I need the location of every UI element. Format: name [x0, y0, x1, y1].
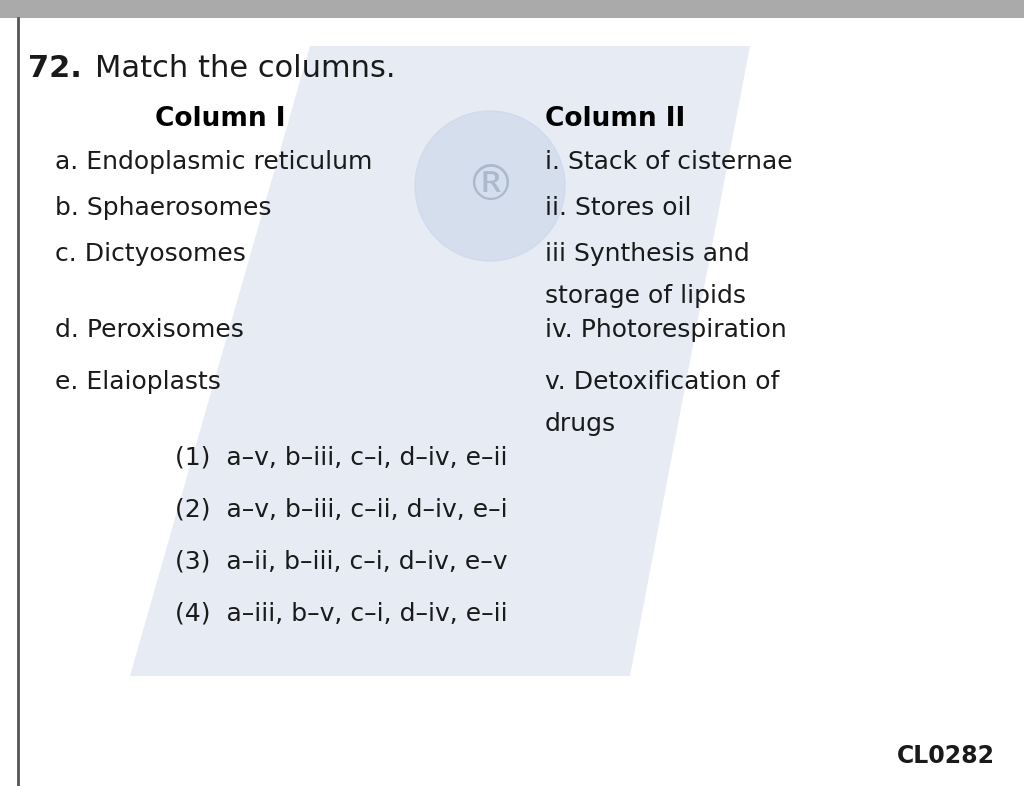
Text: e. Elaioplasts: e. Elaioplasts [55, 370, 221, 394]
Text: CL0282: CL0282 [897, 744, 995, 768]
Text: drugs: drugs [545, 412, 616, 436]
Circle shape [415, 111, 565, 261]
Text: ®: ® [465, 162, 515, 210]
Text: Match the columns.: Match the columns. [95, 54, 395, 83]
Text: i. Stack of cisternae: i. Stack of cisternae [545, 150, 793, 174]
Text: (3)  a–ii, b–iii, c–i, d–iv, e–v: (3) a–ii, b–iii, c–i, d–iv, e–v [175, 550, 508, 574]
Text: c. Dictyosomes: c. Dictyosomes [55, 242, 246, 266]
Text: Column II: Column II [545, 106, 685, 132]
Text: iii Synthesis and: iii Synthesis and [545, 242, 750, 266]
Polygon shape [130, 46, 750, 676]
Text: Column I: Column I [155, 106, 286, 132]
Text: a. Endoplasmic reticulum: a. Endoplasmic reticulum [55, 150, 373, 174]
Text: ii. Stores oil: ii. Stores oil [545, 196, 691, 220]
Text: (1)  a–v, b–iii, c–i, d–iv, e–ii: (1) a–v, b–iii, c–i, d–iv, e–ii [175, 446, 508, 470]
Text: iv. Photorespiration: iv. Photorespiration [545, 318, 786, 342]
Text: d. Peroxisomes: d. Peroxisomes [55, 318, 244, 342]
FancyBboxPatch shape [0, 0, 1024, 18]
Text: (2)  a–v, b–iii, c–ii, d–iv, e–i: (2) a–v, b–iii, c–ii, d–iv, e–i [175, 498, 508, 522]
Text: v. Detoxification of: v. Detoxification of [545, 370, 779, 394]
Text: 72.: 72. [28, 54, 82, 83]
Text: (4)  a–iii, b–v, c–i, d–iv, e–ii: (4) a–iii, b–v, c–i, d–iv, e–ii [175, 602, 508, 626]
Text: b. Sphaerosomes: b. Sphaerosomes [55, 196, 271, 220]
Text: storage of lipids: storage of lipids [545, 284, 746, 308]
